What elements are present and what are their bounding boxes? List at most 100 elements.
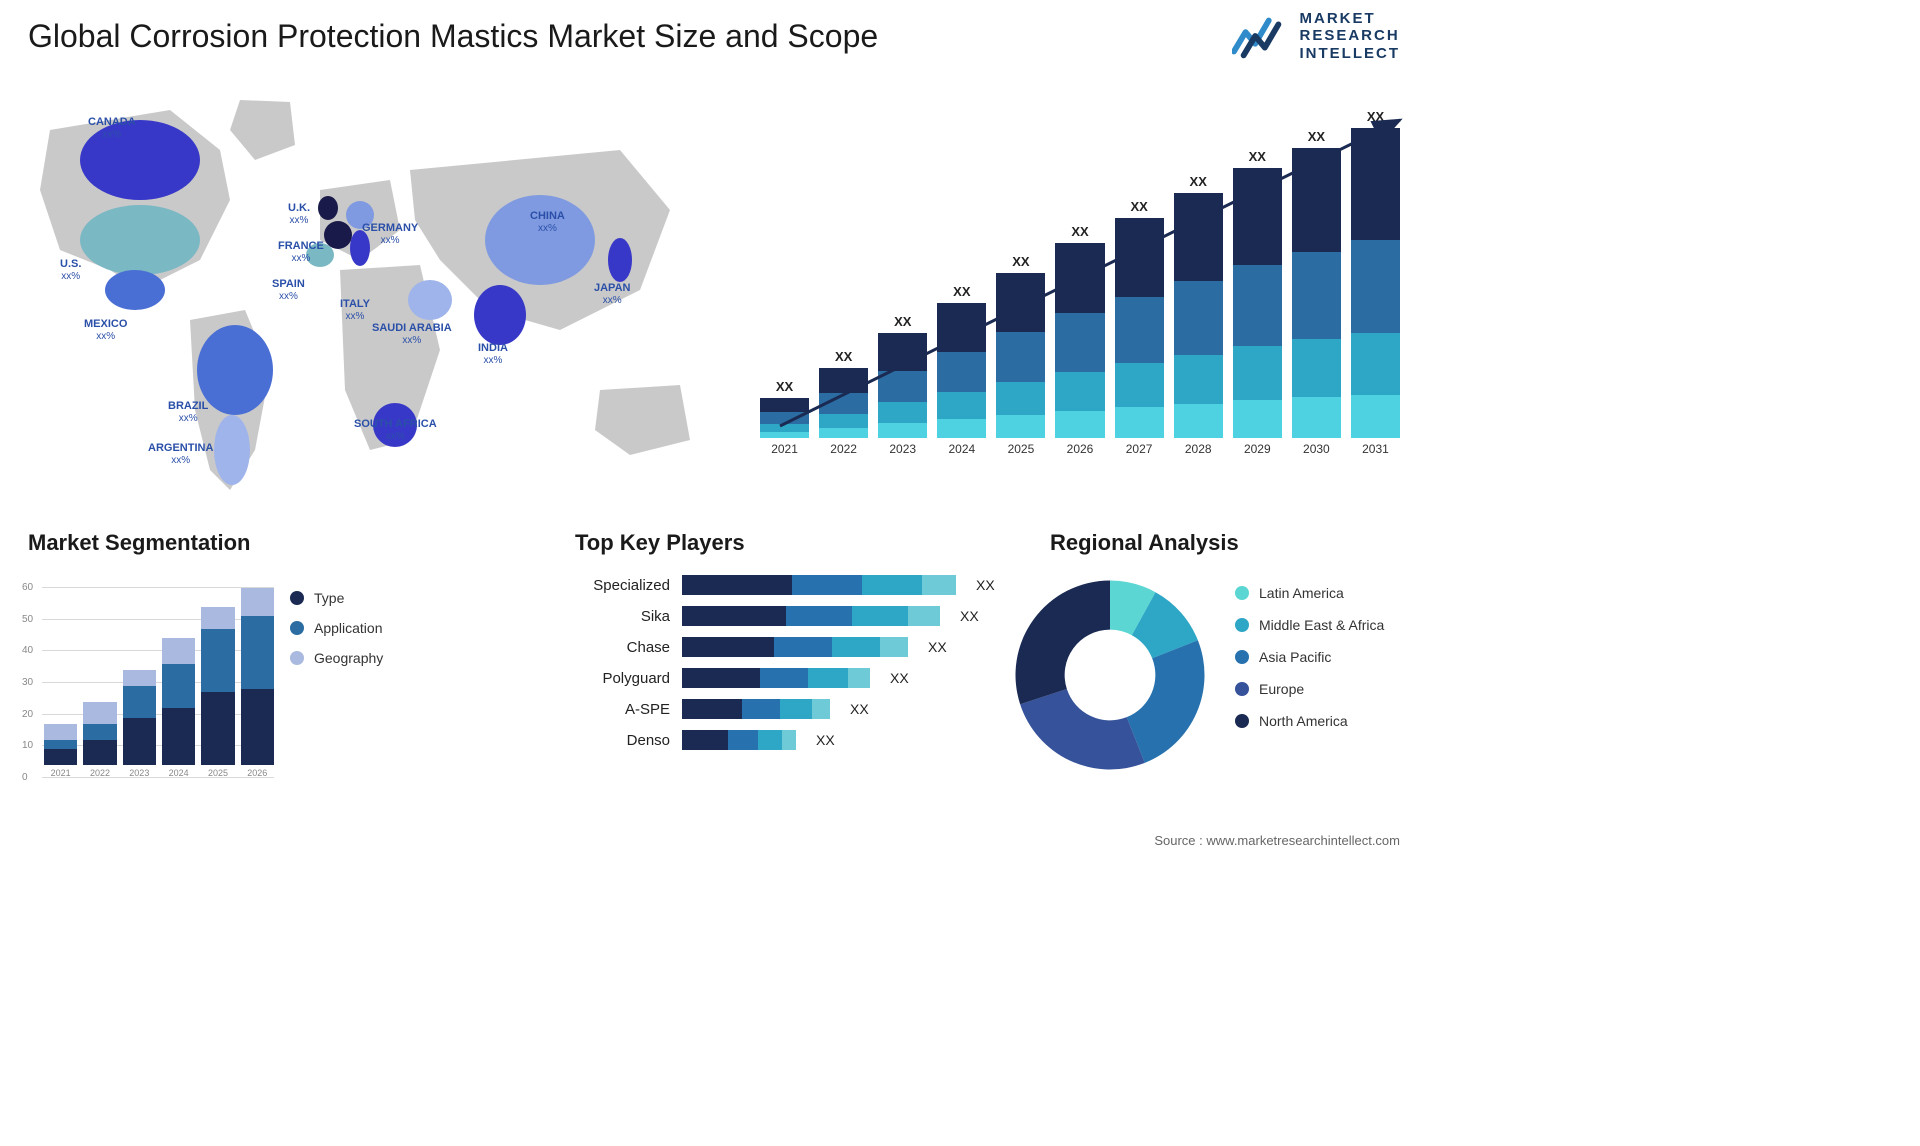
growth-bar-seg xyxy=(1233,346,1282,400)
seg-bar-2021: 2021 xyxy=(44,724,77,778)
map-label-france: FRANCExx% xyxy=(278,240,324,264)
map-country-uk xyxy=(318,196,338,220)
player-bar-seg xyxy=(780,699,812,719)
player-name: Sika xyxy=(565,608,670,625)
growth-bar-seg xyxy=(819,393,868,414)
seg-ytick: 10 xyxy=(22,740,33,751)
legend-label: Latin America xyxy=(1259,585,1344,601)
seg-ytick: 0 xyxy=(22,772,28,783)
map-label-italy: ITALYxx% xyxy=(340,298,370,322)
growth-bar-seg xyxy=(1292,148,1341,252)
player-row-polyguard: Polyguard XX xyxy=(565,668,995,688)
growth-bar-year: 2024 xyxy=(948,442,975,456)
seg-bar-2023: 2023 xyxy=(123,670,156,778)
growth-bar-value-label: XX xyxy=(894,314,911,329)
map-label-southafrica: SOUTH AFRICAxx% xyxy=(354,418,437,442)
seg-bar-seg xyxy=(241,616,274,689)
player-value: XX xyxy=(890,670,909,686)
player-bar-seg xyxy=(782,730,796,750)
player-bar-seg xyxy=(908,606,940,626)
player-bar-seg xyxy=(682,668,760,688)
player-value: XX xyxy=(850,701,869,717)
player-name: Polyguard xyxy=(565,670,670,687)
growth-bar-seg xyxy=(878,333,927,371)
player-name: A-SPE xyxy=(565,701,670,718)
map-country-saudi xyxy=(408,280,452,320)
segmentation-title: Market Segmentation xyxy=(28,530,251,556)
growth-bar-year: 2023 xyxy=(889,442,916,456)
regional-legend-item: Latin America xyxy=(1235,585,1384,601)
seg-bar-seg xyxy=(241,689,274,765)
seg-bar-seg xyxy=(44,740,77,749)
growth-bar-seg xyxy=(1351,128,1400,240)
player-bar-seg xyxy=(682,730,728,750)
logo-mark-icon xyxy=(1232,12,1290,60)
growth-bar-seg xyxy=(1115,218,1164,297)
growth-bar-value-label: XX xyxy=(1190,174,1207,189)
legend-label: Europe xyxy=(1259,681,1304,697)
regional-title: Regional Analysis xyxy=(1050,530,1239,556)
player-bar-seg xyxy=(812,699,830,719)
seg-bar-seg xyxy=(83,724,116,740)
map-label-argentina: ARGENTINAxx% xyxy=(148,442,213,466)
world-map: CANADAxx%U.S.xx%MEXICOxx%BRAZILxx%ARGENT… xyxy=(20,90,720,500)
player-bar xyxy=(682,575,956,595)
growth-bar-2022: XX2022 xyxy=(819,349,868,456)
regional-legend-item: North America xyxy=(1235,713,1384,729)
map-label-china: CHINAxx% xyxy=(530,210,565,234)
legend-label: Type xyxy=(314,590,344,606)
donut-slice-asiapacific xyxy=(1127,640,1205,763)
growth-bar-2030: XX2030 xyxy=(1292,129,1341,456)
seg-bar-seg xyxy=(201,692,234,765)
growth-bar-seg xyxy=(878,423,927,438)
growth-bar-year: 2028 xyxy=(1185,442,1212,456)
player-bar-seg xyxy=(682,606,786,626)
seg-bar-seg xyxy=(241,588,274,616)
growth-bar-seg xyxy=(996,415,1045,438)
player-bar-seg xyxy=(792,575,862,595)
player-name: Specialized xyxy=(565,577,670,594)
map-label-spain: SPAINxx% xyxy=(272,278,305,302)
growth-bar-seg xyxy=(878,402,927,423)
growth-bar-year: 2027 xyxy=(1126,442,1153,456)
growth-bar-seg xyxy=(1115,407,1164,438)
map-label-saudiarabia: SAUDI ARABIAxx% xyxy=(372,322,452,346)
growth-bar-2023: XX 2023 xyxy=(878,314,927,456)
growth-bar-seg xyxy=(996,273,1045,332)
seg-bar-seg xyxy=(201,629,234,692)
map-country-argentina xyxy=(214,415,250,485)
growth-bar-2031: XX2031 xyxy=(1351,109,1400,456)
logo-line3: INTELLECT xyxy=(1300,45,1401,62)
legend-label: North America xyxy=(1259,713,1348,729)
player-bar-seg xyxy=(728,730,758,750)
map-label-canada: CANADAxx% xyxy=(88,116,136,140)
growth-bar-seg xyxy=(1351,395,1400,438)
seg-bar-year: 2026 xyxy=(247,768,267,778)
donut-slice-europe xyxy=(1020,689,1145,769)
growth-bar-seg xyxy=(1351,240,1400,333)
growth-bar-seg xyxy=(878,371,927,403)
legend-label: Asia Pacific xyxy=(1259,649,1331,665)
seg-bar-year: 2024 xyxy=(169,768,189,778)
growth-bar-value-label: XX xyxy=(1367,109,1384,124)
growth-bar-seg xyxy=(1055,372,1104,411)
regional-legend-item: Europe xyxy=(1235,681,1384,697)
legend-label: Geography xyxy=(314,650,383,666)
player-value: XX xyxy=(928,639,947,655)
seg-bar-seg xyxy=(162,664,195,708)
legend-dot-icon xyxy=(290,591,304,605)
seg-bar-year: 2022 xyxy=(90,768,110,778)
growth-bar-2021: XX2021 xyxy=(760,379,809,456)
seg-bar-seg xyxy=(123,670,156,686)
player-bar-seg xyxy=(786,606,852,626)
player-row-chase: ChaseXX xyxy=(565,637,995,657)
growth-bar-seg xyxy=(1055,411,1104,438)
growth-bar-seg xyxy=(996,382,1045,415)
growth-bar-2029: XX2029 xyxy=(1233,149,1282,456)
player-bar-seg xyxy=(682,637,774,657)
growth-bar-2028: XX 2028 xyxy=(1174,174,1223,456)
growth-bar-seg xyxy=(1292,397,1341,438)
map-label-uk: U.K.xx% xyxy=(288,202,310,226)
map-label-brazil: BRAZILxx% xyxy=(168,400,208,424)
growth-bar-seg xyxy=(1292,339,1341,397)
